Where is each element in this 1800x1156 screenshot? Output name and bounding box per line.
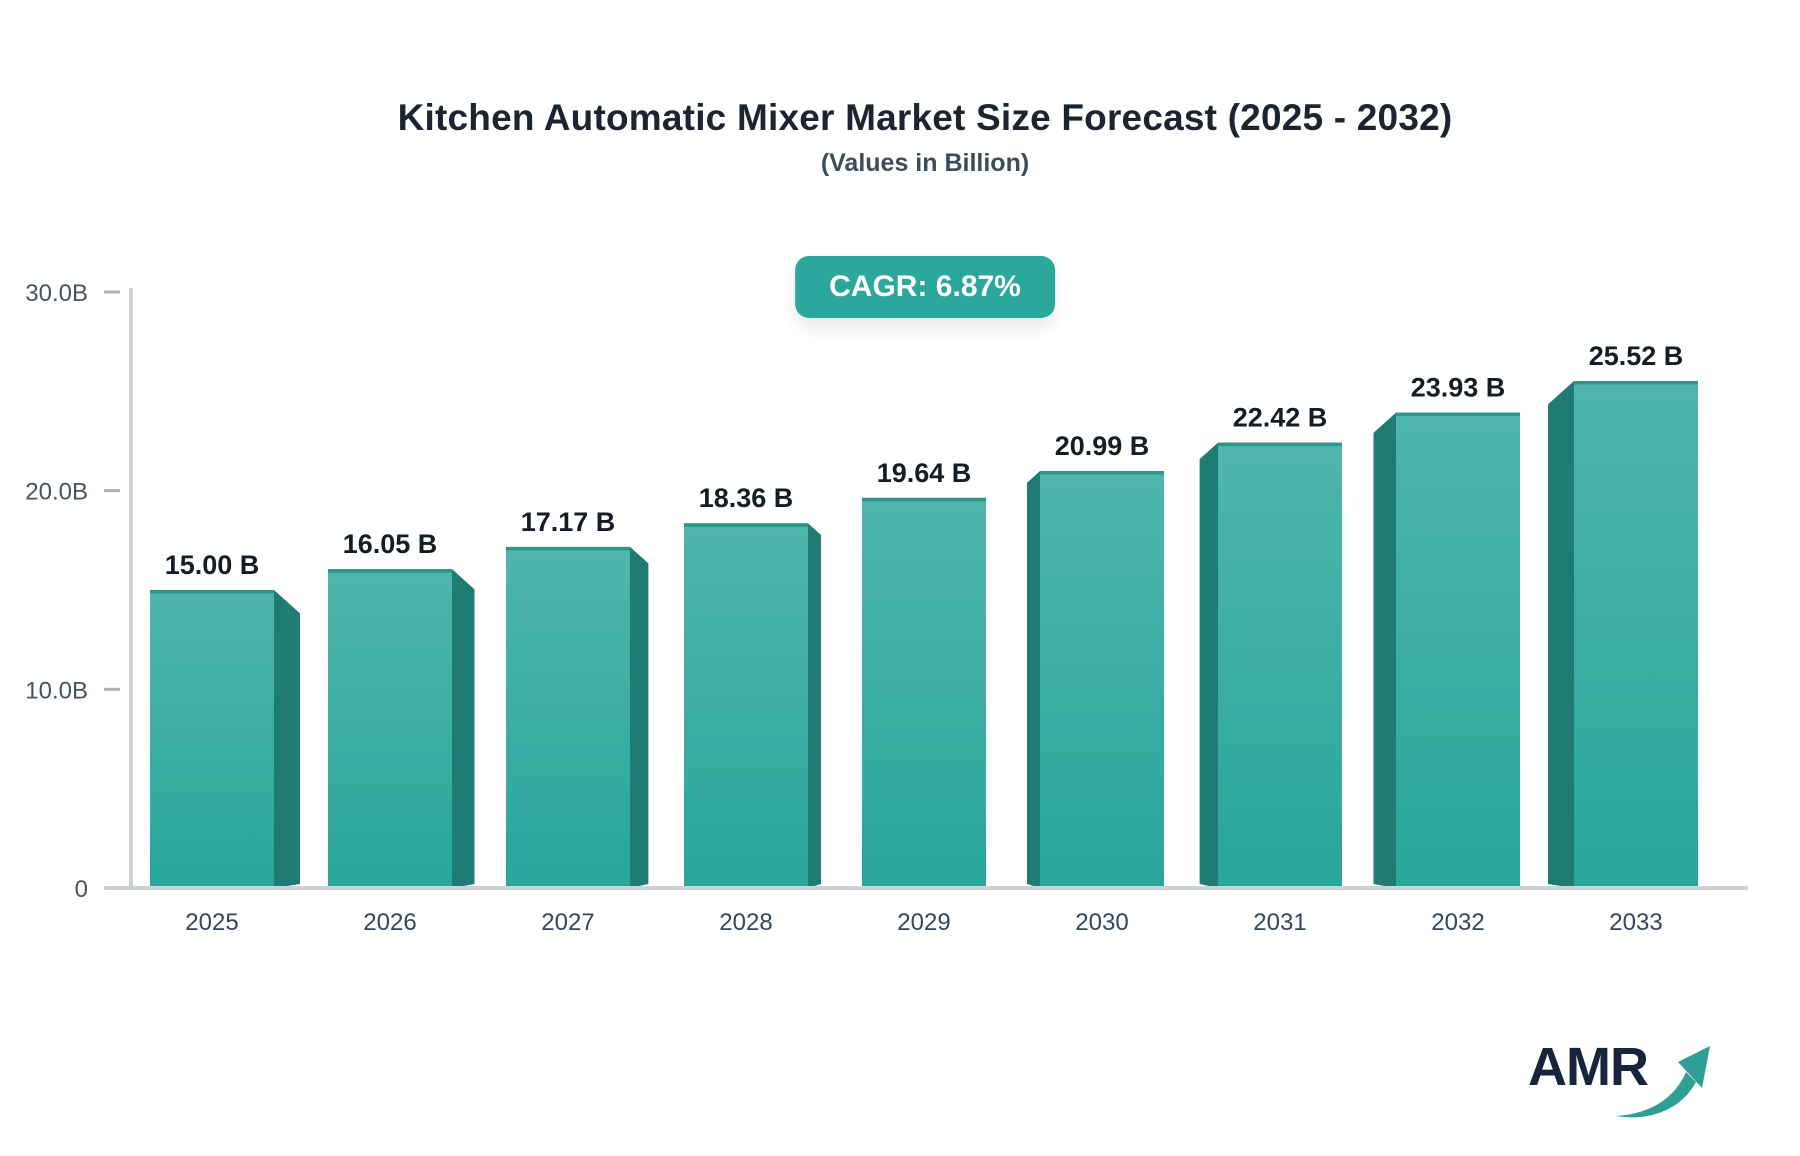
bar-side-2030 [1027, 470, 1040, 888]
bar-2028[interactable] [684, 523, 808, 888]
bar-2026[interactable] [328, 569, 452, 888]
growth-arrow-icon [1616, 1046, 1710, 1118]
bar-2032[interactable] [1396, 412, 1520, 888]
bar-top-edge-2026 [328, 569, 452, 573]
bar-value-label-2029: 19.64 B [877, 458, 972, 488]
bar-side-2025 [274, 590, 300, 888]
bar-value-label-2028: 18.36 B [699, 483, 794, 513]
x-axis-label-2028: 2028 [719, 909, 772, 936]
bar-2033[interactable] [1574, 381, 1698, 888]
y-axis-tick-label-20: 20.0B [25, 479, 88, 506]
bar-top-edge-2030 [1040, 470, 1164, 475]
bar-side-2032 [1373, 412, 1396, 888]
bar-2029[interactable] [862, 497, 986, 888]
amr-logo-text: AMR [1528, 1037, 1649, 1097]
bar-side-2031 [1199, 442, 1218, 888]
x-axis-label-2025: 2025 [185, 909, 238, 936]
cagr-badge: CAGR: 6.87% [795, 256, 1055, 318]
bar-top-edge-2028 [684, 523, 808, 527]
bar-top-edge-2033 [1574, 381, 1698, 385]
bar-2030[interactable] [1040, 470, 1164, 888]
amr-logo: AMR [1528, 1030, 1738, 1140]
bar-side-2027 [630, 546, 649, 888]
bar-value-label-2027: 17.17 B [521, 507, 616, 537]
bar-2027[interactable] [506, 546, 630, 888]
bar-value-label-2033: 25.52 B [1589, 341, 1684, 371]
bar-side-2028 [808, 523, 821, 888]
chart-subtitle: (Values in Billion) [820, 149, 1030, 177]
bar-side-2026 [452, 569, 475, 888]
y-axis-tick-label-0: 0 [75, 876, 88, 903]
x-axis-label-2030: 2030 [1075, 909, 1128, 936]
bar-value-label-2026: 16.05 B [343, 529, 438, 559]
growth-arrow-head [1678, 1046, 1710, 1088]
bar-top-edge-2025 [150, 590, 274, 594]
growth-arrow-swoosh [1616, 1072, 1696, 1118]
chart-title: Kitchen Automatic Mixer Market Size Fore… [397, 97, 1453, 138]
bar-2031[interactable] [1218, 442, 1342, 888]
x-axis-label-2026: 2026 [363, 909, 416, 936]
bar-top-edge-2027 [506, 546, 630, 551]
bar-value-label-2025: 15.00 B [165, 550, 260, 580]
bar-top-edge-2031 [1218, 442, 1342, 447]
bar-value-label-2031: 22.42 B [1233, 403, 1328, 433]
bar-side-2033 [1548, 381, 1574, 888]
x-axis-label-2031: 2031 [1253, 909, 1306, 936]
bar-top-edge-2029 [862, 497, 986, 502]
x-axis-label-2032: 2032 [1431, 909, 1484, 936]
bar-value-label-2030: 20.99 B [1055, 431, 1150, 461]
bar-top-edge-2032 [1396, 412, 1520, 417]
y-axis-tick-label-10: 10.0B [25, 677, 88, 704]
x-axis-label-2029: 2029 [897, 909, 950, 936]
bar-value-label-2032: 23.93 B [1411, 373, 1506, 403]
x-axis-label-2033: 2033 [1609, 909, 1662, 936]
bar-2025[interactable] [150, 590, 274, 888]
y-axis-tick-label-30: 30.0B [25, 280, 88, 307]
x-axis-label-2027: 2027 [541, 909, 594, 936]
